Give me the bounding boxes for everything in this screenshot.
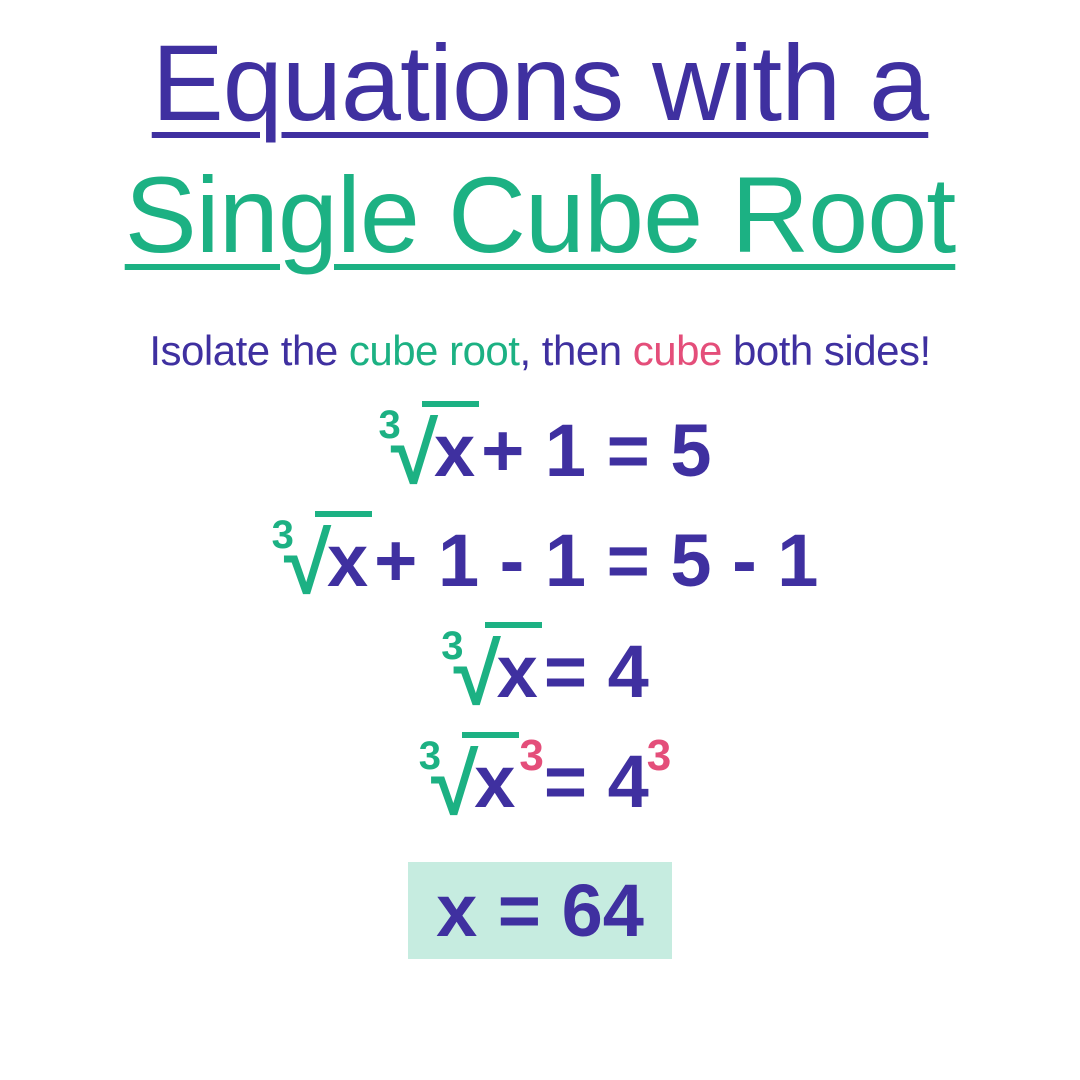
equation-line-1: 3 √ x + 1 = 5	[368, 403, 711, 499]
instruction-highlight-1: cube root	[349, 327, 520, 374]
title-line-1: Equations with a	[152, 18, 929, 148]
equation-rest: = 4	[544, 624, 649, 720]
cube-root-symbol: 3 √ x	[431, 624, 538, 720]
radicand-text: x	[327, 519, 368, 602]
instruction-highlight-2: cube	[633, 327, 722, 374]
equations-container: 3 √ x + 1 = 5 3 √ x + 1 - 1 = 5 - 1 3 √ …	[262, 403, 819, 959]
title-line-2: Single Cube Root	[125, 150, 956, 280]
radicand-wrapper: x	[327, 513, 368, 609]
instruction-part2: , then	[519, 327, 632, 374]
radicand-text: x	[434, 409, 475, 492]
radicand-wrapper: x	[497, 624, 538, 720]
superscript-2: 3	[647, 727, 671, 784]
root-index: 3	[419, 730, 441, 782]
root-index: 3	[272, 509, 294, 561]
cube-root-symbol: 3 √ x	[262, 513, 369, 609]
equation-mid: = 4	[544, 734, 649, 830]
answer-box: x = 64	[408, 862, 672, 959]
radicand-text: x	[497, 630, 538, 713]
equation-rest: + 1 - 1 = 5 - 1	[374, 513, 818, 609]
equation-rest: + 1 = 5	[481, 403, 711, 499]
cube-root-symbol: 3 √ x	[368, 403, 475, 499]
cube-root-symbol: 3 √ x	[409, 734, 516, 830]
radicand-wrapper: x	[434, 403, 475, 499]
instruction-part3: both sides!	[722, 327, 931, 374]
radicand-text: x	[474, 740, 515, 823]
root-index: 3	[441, 620, 463, 672]
radicand-wrapper: x	[474, 734, 515, 830]
root-index: 3	[378, 399, 400, 451]
equation-line-3: 3 √ x = 4	[431, 624, 649, 720]
instruction-text: Isolate the cube root, then cube both si…	[149, 327, 930, 375]
equation-line-4: 3 √ x 3 = 43	[409, 734, 672, 830]
equation-line-2: 3 √ x + 1 - 1 = 5 - 1	[262, 513, 819, 609]
superscript-1: 3	[519, 727, 543, 784]
instruction-part1: Isolate the	[149, 327, 348, 374]
